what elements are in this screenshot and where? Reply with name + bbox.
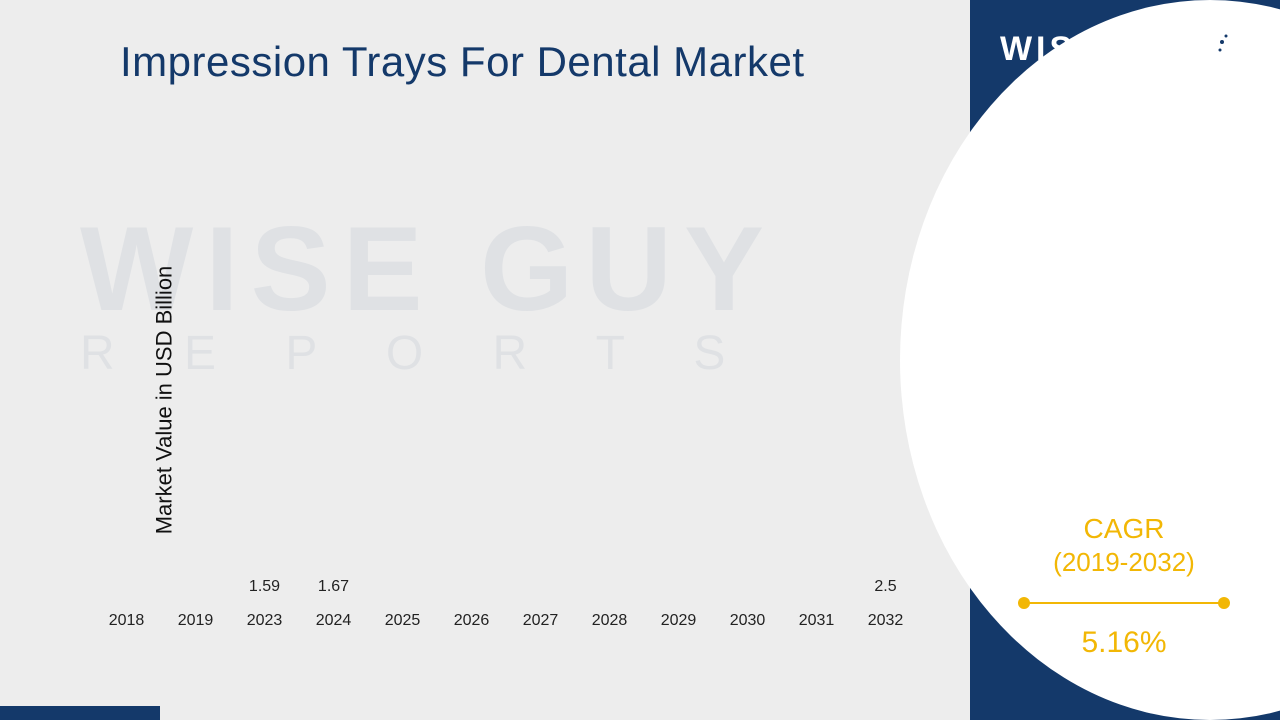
x-tick: 2024	[307, 612, 360, 630]
x-tick: 2028	[583, 612, 636, 630]
head-icon	[1208, 24, 1252, 74]
cagr-label: CAGR	[1004, 513, 1244, 545]
brand-logo: WISE GUY R E P O R T S	[992, 24, 1252, 108]
footer-accent	[0, 706, 160, 720]
x-tick: 2029	[652, 612, 705, 630]
bar-value-label: 1.67	[318, 578, 349, 596]
x-axis: 2018 2019 2023 2024 2025 2026 2027 2028 2029 2030…	[96, 612, 916, 630]
x-tick: 2030	[721, 612, 774, 630]
x-tick: 2025	[376, 612, 429, 630]
logo-text-sub: R E P O R T S	[992, 72, 1252, 108]
cagr-block: CAGR (2019-2032) 5.16%	[1004, 513, 1244, 660]
cagr-value: 5.16%	[1004, 626, 1244, 660]
bar-value-label: 2.5	[874, 578, 896, 596]
cagr-range: (2019-2032)	[1004, 547, 1244, 578]
bar-chart: Market Value in USD Billion 1.591.672.5 …	[36, 140, 916, 660]
x-tick: 2018	[100, 612, 153, 630]
x-tick: 2032	[859, 612, 912, 630]
x-tick: 2019	[169, 612, 222, 630]
x-tick: 2026	[445, 612, 498, 630]
logo-text-main: WISE GUY	[1000, 30, 1202, 69]
bars-container: 1.59 1.67 2.5	[96, 140, 916, 600]
bar-value-label: 1.59	[249, 578, 280, 596]
cagr-divider	[1024, 596, 1224, 610]
x-tick: 2023	[238, 612, 291, 630]
x-tick: 2031	[790, 612, 843, 630]
plot-area: 1.59 1.67 2.5	[96, 140, 916, 600]
page-root: WISE GUY R E P O R T S Impression Trays …	[0, 0, 1280, 720]
x-tick: 2027	[514, 612, 567, 630]
chart-title: Impression Trays For Dental Market	[120, 38, 805, 86]
